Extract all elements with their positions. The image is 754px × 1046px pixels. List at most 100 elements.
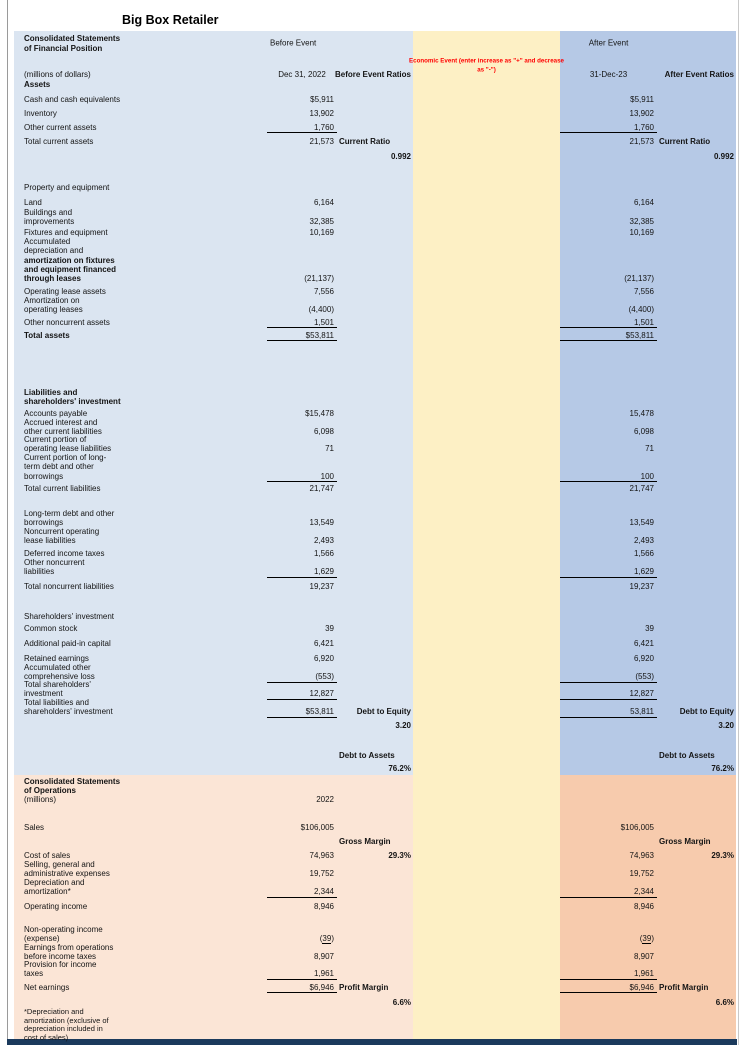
before-value[interactable]: 19,752 (309, 869, 334, 879)
before-value[interactable]: 100 (267, 452, 337, 482)
after-value[interactable]: 13,902 (629, 109, 654, 118)
before-value[interactable]: 21,573 (309, 137, 334, 146)
before-value[interactable]: 1,961 (267, 959, 337, 980)
after-value[interactable]: 6,920 (633, 654, 654, 663)
after-value[interactable]: 21,747 (629, 484, 654, 493)
before-value[interactable]: 2,344 (267, 877, 337, 898)
after-value[interactable]: 6,421 (633, 639, 654, 648)
after-ratio[interactable]: Debt to Assets (659, 751, 715, 760)
before-value[interactable]: 21,747 (309, 484, 334, 493)
before-value[interactable]: (39) (319, 934, 334, 945)
after-date-cell[interactable]: 31-Dec-23 (589, 69, 628, 79)
before-value[interactable]: 6,164 (313, 198, 334, 207)
economic-event-input-column[interactable] (413, 31, 560, 1039)
before-ratio[interactable]: Profit Margin (339, 983, 389, 992)
after-value[interactable]: $53,811 (560, 330, 657, 342)
after-ratio[interactable]: 6.6% (715, 998, 734, 1007)
before-value[interactable]: 13,902 (309, 109, 334, 118)
after-ratio[interactable]: Gross Margin (659, 837, 711, 846)
before-ratio[interactable]: 29.3% (388, 851, 411, 860)
before-value[interactable]: 6,098 (313, 427, 334, 437)
before-ratio[interactable]: 76.2% (388, 764, 411, 773)
before-value[interactable]: 2,493 (313, 536, 334, 546)
before-value[interactable]: $53,811 (267, 697, 337, 718)
after-value[interactable]: 13,549 (629, 518, 654, 528)
after-value[interactable]: 1,501 (560, 317, 657, 329)
after-ratio[interactable]: 0.992 (713, 152, 734, 161)
after-value[interactable]: 71 (645, 444, 654, 454)
before-value[interactable]: 8,907 (313, 952, 334, 962)
after-value[interactable]: 39 (645, 624, 654, 633)
before-value[interactable]: $53,811 (267, 330, 337, 342)
after-value[interactable]: (39) (639, 934, 654, 945)
after-value[interactable]: 2,344 (560, 877, 657, 898)
before-ratio[interactable]: 3.20 (395, 721, 411, 730)
before-value[interactable]: 6,920 (313, 654, 334, 663)
before-value[interactable]: 13,549 (309, 518, 334, 528)
before-value[interactable]: (21,137) (304, 274, 334, 284)
before-value[interactable]: 10,169 (309, 228, 334, 237)
before-value[interactable]: 7,556 (313, 287, 334, 296)
after-value[interactable]: 6,164 (633, 198, 654, 207)
after-value[interactable]: 1,629 (560, 557, 657, 578)
before-value[interactable]: 19,237 (309, 582, 334, 591)
after-value[interactable]: 53,811 (560, 697, 657, 718)
before-value[interactable]: 2022 (316, 795, 334, 804)
before-value[interactable]: 74,963 (309, 851, 334, 860)
before-ratio[interactable]: 6.6% (392, 998, 411, 1007)
after-ratio[interactable]: Current Ratio (659, 137, 711, 146)
before-ratio[interactable]: Debt to Assets (339, 751, 395, 760)
after-value[interactable]: 8,907 (633, 952, 654, 962)
before-ratio[interactable]: Debt to Equity (356, 707, 411, 717)
after-value[interactable]: $106,005 (620, 823, 654, 832)
after-value[interactable]: 19,752 (629, 869, 654, 879)
after-value[interactable]: 10,169 (629, 228, 654, 237)
before-value[interactable]: 1,760 (267, 122, 337, 134)
before-value[interactable]: 32,385 (309, 217, 334, 227)
after-value[interactable]: $5,911 (630, 95, 654, 104)
after-value[interactable]: 8,946 (633, 902, 654, 911)
before-value[interactable]: 1,566 (313, 549, 334, 558)
after-value[interactable]: 1,760 (560, 122, 657, 134)
before-value[interactable]: 8,946 (313, 902, 334, 911)
after-value[interactable]: 32,385 (629, 217, 654, 227)
before-value[interactable]: $15,478 (305, 409, 334, 418)
after-ratio[interactable]: Debt to Equity (679, 707, 734, 717)
after-value[interactable]: 12,827 (560, 679, 657, 700)
after-value[interactable]: 1,961 (560, 959, 657, 980)
after-value[interactable]: (553) (560, 662, 657, 683)
before-value[interactable]: 1,501 (267, 317, 337, 329)
after-ratio[interactable]: 76.2% (711, 764, 734, 773)
after-ratio[interactable]: 29.3% (711, 851, 734, 860)
after-value[interactable]: (21,137) (624, 274, 654, 284)
after-value[interactable]: 74,963 (629, 851, 654, 860)
before-value[interactable]: $106,005 (300, 823, 334, 832)
after-value[interactable]: 2,493 (633, 536, 654, 546)
before-ratio[interactable]: Gross Margin (339, 837, 391, 846)
after-value[interactable]: 1,566 (633, 549, 654, 558)
before-value[interactable]: $6,946 (267, 982, 337, 994)
before-ratio[interactable]: Current Ratio (339, 137, 391, 146)
after-ratio[interactable]: Profit Margin (659, 983, 709, 992)
before-value[interactable]: 71 (325, 444, 334, 454)
before-ratio[interactable]: 0.992 (390, 152, 411, 161)
after-value[interactable]: 6,098 (633, 427, 654, 437)
after-value[interactable]: 15,478 (629, 409, 654, 418)
row-label: Total assets (24, 331, 70, 340)
after-value[interactable]: 100 (560, 452, 657, 482)
after-ratio[interactable]: 3.20 (718, 721, 734, 730)
after-value[interactable]: 7,556 (633, 287, 654, 296)
before-value[interactable]: 1,629 (267, 557, 337, 578)
before-value[interactable]: 6,421 (313, 639, 334, 648)
before-value[interactable]: 12,827 (267, 679, 337, 700)
after-value[interactable]: (4,400) (628, 305, 654, 315)
before-value[interactable]: (4,400) (308, 305, 334, 315)
economic-event-note[interactable]: Economic Event (enter increase as "+" an… (409, 57, 564, 73)
before-value[interactable]: $5,911 (310, 95, 334, 104)
after-value[interactable]: 19,237 (629, 582, 654, 591)
before-date-cell[interactable]: Dec 31, 2022 (278, 69, 326, 79)
before-value[interactable]: 39 (325, 624, 334, 633)
after-value[interactable]: $6,946 (560, 982, 657, 994)
before-value[interactable]: (553) (267, 662, 337, 683)
after-value[interactable]: 21,573 (629, 137, 654, 146)
